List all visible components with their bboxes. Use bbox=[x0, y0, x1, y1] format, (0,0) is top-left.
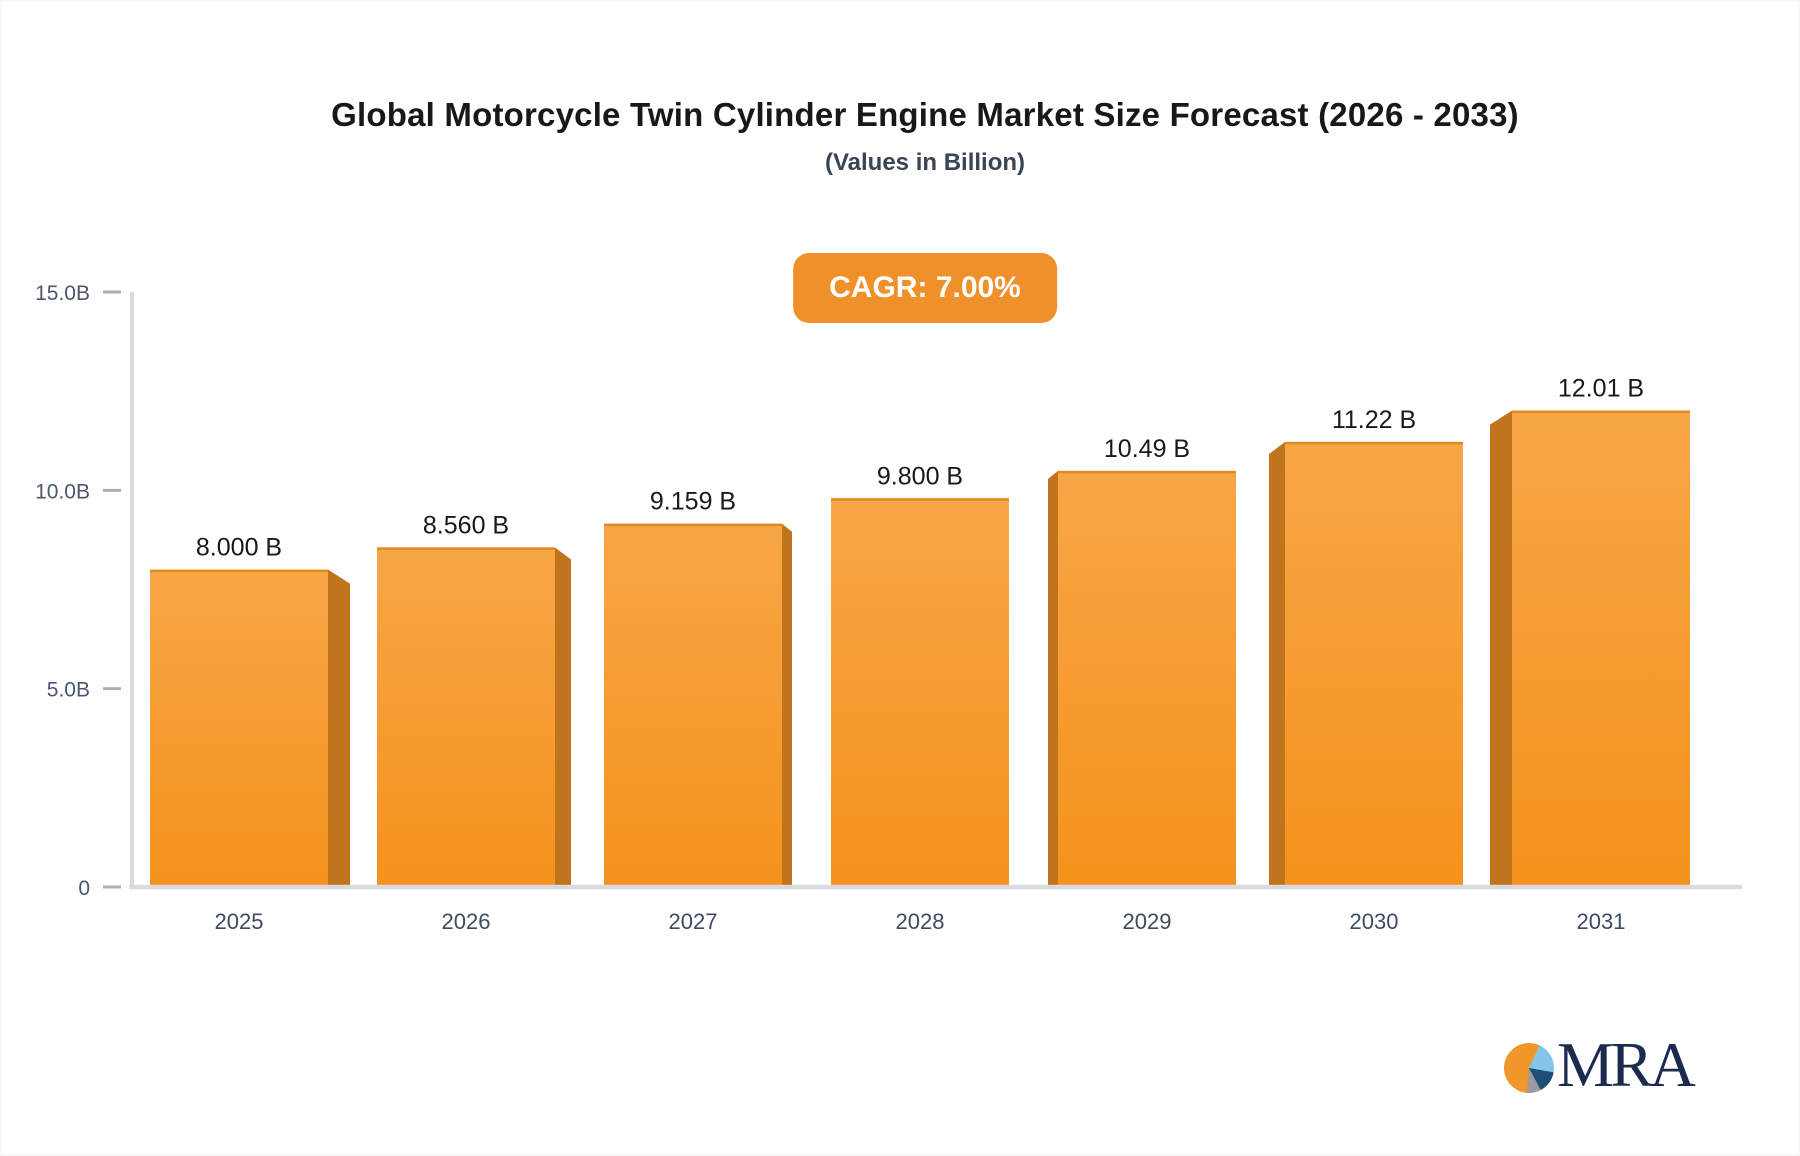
y-tick-label-15.0B: 15.0B bbox=[35, 282, 90, 305]
bar-side-2030 bbox=[1269, 441, 1285, 887]
bar-2025 bbox=[150, 569, 328, 887]
bar-side-2027 bbox=[782, 523, 792, 887]
bar-value-label-2026: 8.560 B bbox=[423, 511, 509, 539]
bar-2029 bbox=[1058, 470, 1236, 887]
bar-side-2031 bbox=[1490, 410, 1512, 887]
bar-2030 bbox=[1285, 441, 1463, 887]
bar-value-label-2028: 9.800 B bbox=[877, 462, 963, 490]
bar-value-label-2030: 11.22 B bbox=[1332, 406, 1416, 434]
x-axis-label-2028: 2028 bbox=[896, 909, 945, 934]
mra-logo-text: MRA bbox=[1557, 1029, 1696, 1100]
y-tick-label-5.0B: 5.0B bbox=[47, 679, 90, 702]
x-axis-label-2026: 2026 bbox=[442, 909, 491, 934]
bar-side-2025 bbox=[328, 569, 350, 887]
bar-2028 bbox=[831, 498, 1009, 887]
mra-logo: MRA bbox=[1504, 1029, 1696, 1100]
x-axis-label-2027: 2027 bbox=[669, 909, 718, 934]
bar-value-label-2027: 9.159 B bbox=[650, 488, 736, 516]
bar-2031 bbox=[1512, 410, 1690, 887]
y-tick-label-10.0B: 10.0B bbox=[35, 480, 90, 503]
cagr-badge: CAGR: 7.00% bbox=[793, 253, 1057, 323]
x-axis-label-2030: 2030 bbox=[1350, 909, 1399, 934]
bar-side-2029 bbox=[1048, 470, 1058, 887]
pie-chart-icon bbox=[1504, 1043, 1554, 1093]
chart-subtitle: (Values in Billion) bbox=[824, 149, 1026, 176]
bar-value-label-2029: 10.49 B bbox=[1104, 435, 1190, 463]
x-axis-label-2029: 2029 bbox=[1123, 909, 1172, 934]
y-tick-label-0: 0 bbox=[78, 877, 90, 900]
bar-value-label-2031: 12.01 B bbox=[1558, 375, 1644, 403]
x-axis-label-2031: 2031 bbox=[1577, 909, 1626, 934]
chart-title: Global Motorcycle Twin Cylinder Engine M… bbox=[331, 96, 1519, 133]
bar-2026 bbox=[377, 547, 555, 887]
bar-side-2026 bbox=[555, 547, 571, 887]
x-axis-label-2025: 2025 bbox=[215, 909, 264, 934]
bar-value-label-2025: 8.000 B bbox=[196, 534, 282, 562]
bar-2027 bbox=[604, 523, 782, 887]
